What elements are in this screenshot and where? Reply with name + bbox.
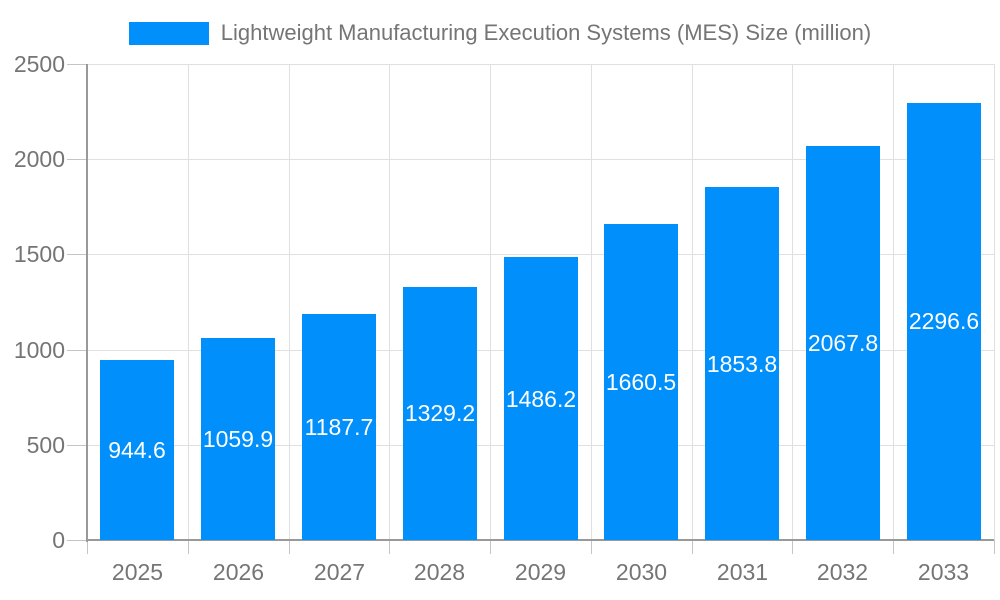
bar-value-label: 1059.9 xyxy=(202,426,274,452)
bar-value-label: 1329.2 xyxy=(404,400,476,426)
gridline-vertical xyxy=(490,64,491,540)
y-axis-tick xyxy=(67,254,87,255)
bar-2032[interactable] xyxy=(806,146,880,540)
y-axis-tick xyxy=(67,350,87,351)
bar-value-label: 1660.5 xyxy=(605,369,677,395)
y-tick-label: 500 xyxy=(26,432,65,458)
bar-2031[interactable] xyxy=(705,187,779,540)
x-tick-label: 2027 xyxy=(313,559,366,585)
bar-value-label: 944.6 xyxy=(108,437,166,463)
bar-2025[interactable] xyxy=(100,360,174,540)
gridline-vertical xyxy=(188,64,189,540)
x-tick-label: 2028 xyxy=(413,559,466,585)
y-tick-label: 1000 xyxy=(13,337,65,363)
gridline-horizontal xyxy=(87,254,994,255)
x-tick-label: 2033 xyxy=(917,559,970,585)
bar-2030[interactable] xyxy=(604,224,678,540)
legend-item[interactable]: Lightweight Manufacturing Execution Syst… xyxy=(128,20,872,46)
x-axis-tick xyxy=(893,540,894,554)
bar-value-label: 2067.8 xyxy=(807,330,879,356)
gridline-horizontal xyxy=(87,64,994,65)
gridline-vertical xyxy=(792,64,793,540)
y-axis-tick xyxy=(67,540,87,541)
x-axis-tick xyxy=(87,540,88,554)
x-axis-tick xyxy=(591,540,592,554)
x-tick-label: 2025 xyxy=(111,559,164,585)
gridline-vertical xyxy=(893,64,894,540)
y-tick-label: 0 xyxy=(52,527,65,553)
y-tick-label: 1500 xyxy=(13,241,65,267)
bar-value-label: 1486.2 xyxy=(505,386,577,412)
gridline-horizontal xyxy=(87,159,994,160)
x-axis-tick xyxy=(389,540,390,554)
x-axis-line xyxy=(86,539,994,541)
bar-value-label: 1853.8 xyxy=(706,351,778,377)
x-axis-tick xyxy=(692,540,693,554)
x-axis-tick xyxy=(188,540,189,554)
x-axis-tick xyxy=(792,540,793,554)
x-axis-tick xyxy=(490,540,491,554)
y-axis-tick xyxy=(67,159,87,160)
gridline-vertical xyxy=(289,64,290,540)
bar-value-label: 2296.6 xyxy=(908,308,980,334)
legend-swatch xyxy=(128,21,209,45)
x-tick-label: 2030 xyxy=(615,559,668,585)
bar-2026[interactable] xyxy=(201,338,275,540)
x-tick-label: 2031 xyxy=(716,559,769,585)
gridline-vertical xyxy=(591,64,592,540)
gridline-vertical xyxy=(389,64,390,540)
bar-2027[interactable] xyxy=(302,314,376,540)
x-axis-tick xyxy=(289,540,290,554)
y-tick-label: 2500 xyxy=(13,51,65,77)
bar-2029[interactable] xyxy=(504,257,578,540)
bar-2028[interactable] xyxy=(403,287,477,540)
bar-2033[interactable] xyxy=(907,103,981,540)
x-tick-label: 2029 xyxy=(514,559,567,585)
y-axis-tick xyxy=(67,445,87,446)
bar-value-label: 1187.7 xyxy=(304,414,374,440)
gridline-vertical xyxy=(994,64,995,540)
y-axis-line xyxy=(86,64,88,542)
legend-series-label: Lightweight Manufacturing Execution Syst… xyxy=(220,20,872,45)
y-tick-label: 2000 xyxy=(13,146,65,172)
gridline-vertical xyxy=(692,64,693,540)
x-tick-label: 2032 xyxy=(816,559,869,585)
x-tick-label: 2026 xyxy=(212,559,265,585)
chart-legend: Lightweight Manufacturing Execution Syst… xyxy=(0,20,1000,46)
x-axis-tick xyxy=(994,540,995,554)
y-axis-tick xyxy=(67,64,87,65)
